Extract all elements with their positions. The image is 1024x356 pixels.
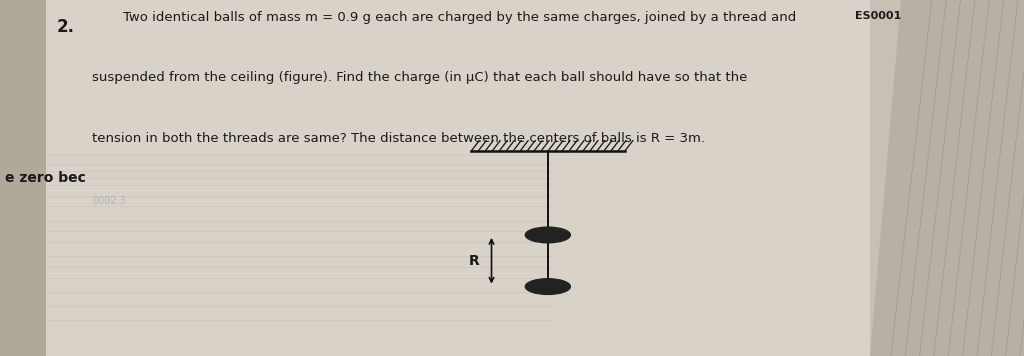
Text: e zero bec: e zero bec [5,171,86,185]
Text: 0002.3: 0002.3 [92,196,126,206]
Text: suspended from the ceiling (figure). Find the charge (in μC) that each ball shou: suspended from the ceiling (figure). Fin… [92,71,748,84]
Text: tension in both the threads are same? The distance between the centers of balls : tension in both the threads are same? Th… [92,132,706,145]
FancyBboxPatch shape [31,0,870,356]
Text: R: R [469,254,479,268]
Circle shape [525,227,570,243]
Text: Two identical balls of mass m = 0.9 g each are charged by the same charges, join: Two identical balls of mass m = 0.9 g ea… [123,11,796,24]
Text: 2.: 2. [56,18,75,36]
FancyBboxPatch shape [0,0,46,356]
Text: ES0001: ES0001 [855,11,901,21]
Circle shape [525,279,570,294]
Polygon shape [870,0,1024,356]
